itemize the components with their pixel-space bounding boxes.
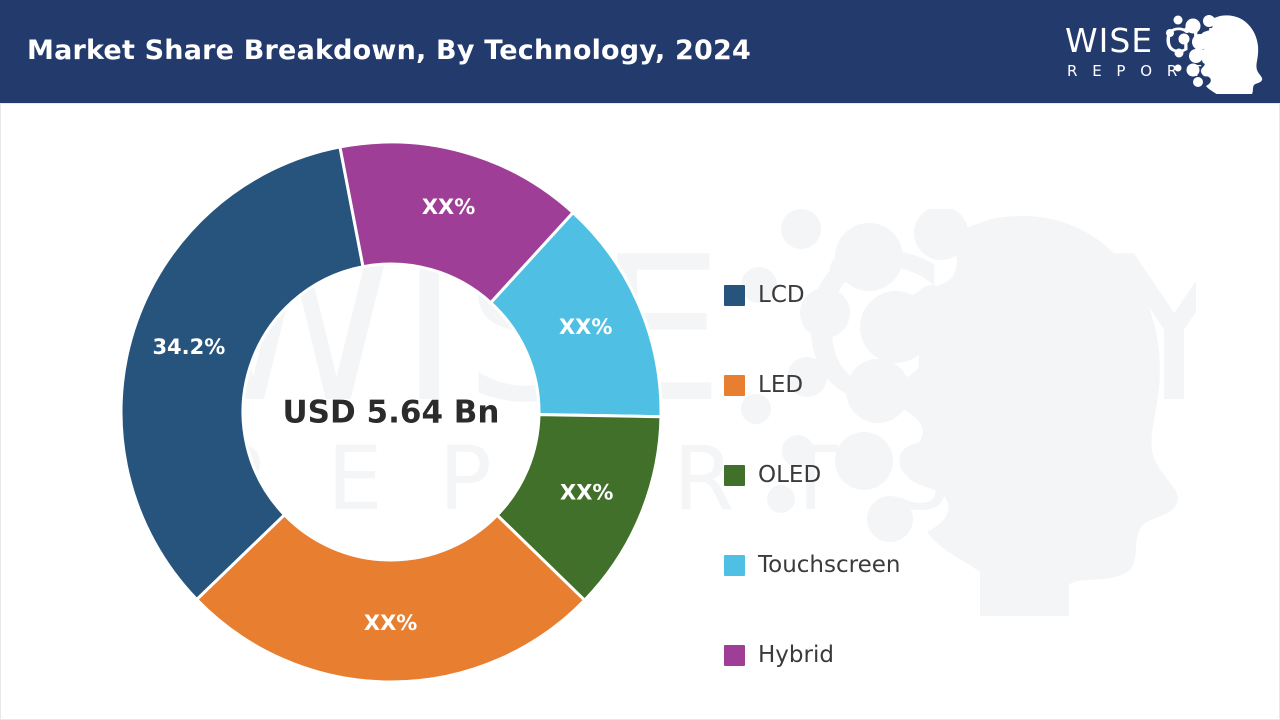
legend-item-label: LED [758, 372, 804, 398]
page-title: Market Share Breakdown, By Technology, 2… [27, 35, 752, 66]
legend-swatch-icon [724, 644, 745, 666]
slice-label-hybrid: XX% [422, 195, 475, 219]
legend-item-label: OLED [758, 462, 822, 488]
chart-legend: LCD LED OLED Touchscreen Hybrid [724, 250, 1024, 700]
logo-head-icon [1166, 15, 1263, 94]
legend-swatch-icon [724, 284, 745, 306]
slice-label-lcd: 34.2% [152, 335, 225, 359]
slice-label-oled: XX% [560, 480, 613, 504]
legend-item-label: Touchscreen [758, 552, 901, 578]
donut-center-label: USD 5.64 Bn [283, 395, 500, 431]
legend-item-label: Hybrid [758, 642, 834, 668]
wise-guy-reports-logo: WISE GUY R E P O R T S [1057, 8, 1272, 94]
legend-swatch-icon [724, 554, 745, 576]
legend-item-label: LCD [758, 282, 805, 308]
donut-slice-lcd[interactable] [119, 145, 365, 602]
donut-slices [119, 140, 663, 684]
page-header: Market Share Breakdown, By Technology, 2… [0, 0, 1280, 103]
legend-item-hybrid[interactable]: Hybrid [724, 610, 1024, 700]
donut-chart: 34.2% XX% XX% XX% XX% USD 5.64 Bn [101, 122, 681, 702]
donut-slice-labels: 34.2% XX% XX% XX% XX% [152, 195, 613, 635]
donut-slice-led[interactable] [194, 512, 587, 684]
slice-label-touchscreen: XX% [559, 315, 612, 339]
legend-item-led[interactable]: LED [724, 340, 1024, 430]
legend-item-lcd[interactable]: LCD [724, 250, 1024, 340]
legend-item-oled[interactable]: OLED [724, 430, 1024, 520]
legend-item-touchscreen[interactable]: Touchscreen [724, 520, 1024, 610]
legend-swatch-icon [724, 464, 745, 486]
legend-swatch-icon [724, 374, 745, 396]
donut-slice-hybrid[interactable] [338, 140, 576, 305]
logo-line2: R E P O R T S [1067, 62, 1230, 80]
slice-label-led: XX% [364, 611, 417, 635]
